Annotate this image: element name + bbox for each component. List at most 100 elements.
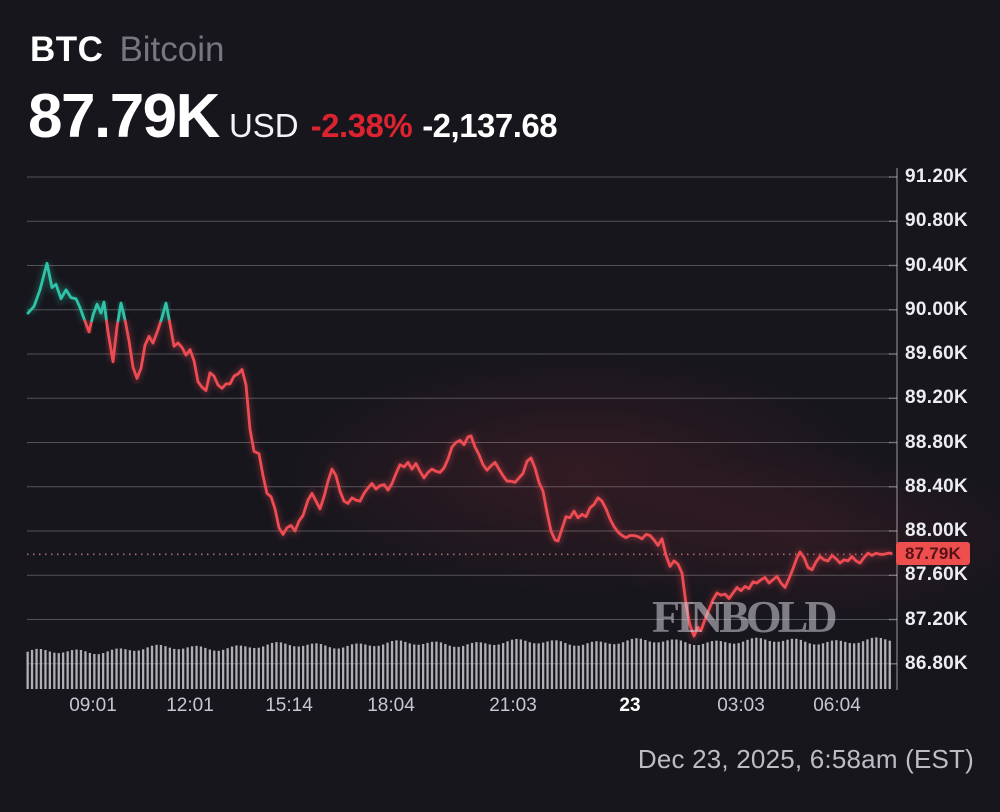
volume-bar: [39, 649, 43, 689]
volume-bar: [293, 646, 296, 689]
volume-bar: [688, 643, 691, 689]
volume-bar: [115, 648, 118, 689]
volume-bar: [581, 644, 585, 689]
volume-bar: [284, 643, 287, 689]
y-axis-label: 88.80K: [905, 431, 969, 453]
volume-bar: [426, 642, 429, 689]
volume-bar: [768, 641, 771, 689]
volume-bar: [195, 645, 198, 689]
price-line-down-segment: [123, 319, 163, 380]
volume-bar: [519, 639, 522, 689]
volume-bar: [857, 642, 860, 689]
volume-bar: [417, 644, 420, 689]
volume-bar: [253, 648, 256, 689]
volume-bar: [448, 645, 451, 689]
volume-bar: [444, 644, 447, 689]
volume-bar: [679, 640, 682, 689]
x-axis-label: 09:01: [69, 695, 117, 716]
volume-bar: [835, 640, 838, 689]
volume-bar: [119, 648, 123, 689]
volume-bar: [715, 640, 718, 689]
volume-bar: [497, 644, 500, 689]
symbol-row: BTC Bitcoin: [30, 30, 225, 70]
volume-bar: [386, 642, 389, 689]
volume-bar: [66, 651, 69, 689]
volume-bar: [199, 646, 203, 689]
volume-bar: [257, 647, 260, 689]
volume-bar: [848, 643, 851, 689]
volume-bar: [728, 643, 731, 689]
price-row: 87.79K USD -2.38% -2,137.68: [28, 86, 558, 148]
volume-bar: [70, 650, 74, 689]
volume-bar: [786, 639, 789, 689]
volume-bar: [142, 649, 145, 689]
y-axis-label: 86.80K: [905, 652, 969, 674]
price-line-up-segment: [90, 300, 108, 323]
volume-bar: [213, 650, 216, 689]
volume-bar: [248, 647, 251, 689]
symbol-ticker: BTC: [30, 30, 104, 69]
volume-bar: [506, 641, 509, 689]
volume-bar: [630, 638, 634, 689]
volume-bar: [528, 642, 531, 689]
volume-bar: [133, 650, 136, 689]
volume-bar: [839, 640, 842, 689]
volume-bar: [661, 641, 665, 689]
volume-bar: [244, 646, 247, 689]
volume-bar: [759, 638, 762, 689]
volume-bar: [599, 641, 602, 689]
volume-bar: [635, 638, 638, 689]
volume-bar: [262, 646, 265, 689]
volume-bar: [746, 639, 749, 689]
y-axis-label: 87.60K: [905, 564, 969, 586]
y-axis-label: 91.20K: [905, 166, 969, 187]
volume-bar: [844, 641, 847, 689]
volume-bar: [799, 639, 802, 689]
volume-bar: [204, 647, 207, 689]
price-change-absolute: -2,137.68: [422, 107, 558, 144]
price-line-down-segment: [83, 319, 94, 334]
volume-bar: [502, 643, 505, 689]
price-line-down-segment: [167, 319, 893, 638]
volume-bar: [484, 643, 487, 689]
volume-bar: [510, 639, 514, 689]
y-axis-label: 87.20K: [905, 608, 969, 630]
volume-bar: [773, 641, 776, 689]
volume-bar: [777, 641, 780, 689]
volume-bar: [297, 646, 300, 689]
volume-bar: [466, 644, 469, 689]
volume-bar: [470, 642, 474, 689]
volume-bar: [173, 648, 176, 689]
volume-bar: [279, 642, 283, 689]
volume-bar: [190, 646, 194, 689]
volume-bar: [515, 639, 518, 689]
volume-bar: [577, 645, 580, 689]
volume-bar: [888, 640, 891, 689]
volume-bar: [266, 644, 269, 689]
y-axis-label: 88.40K: [905, 475, 969, 497]
volume-bar: [146, 647, 149, 689]
volume-bar: [781, 640, 785, 689]
volume-bar: [306, 644, 309, 689]
volume-bar: [84, 651, 87, 689]
volume-bar: [568, 644, 571, 689]
y-axis-label: 89.20K: [905, 387, 969, 409]
volume-bar: [657, 642, 660, 689]
volume-bar: [621, 642, 625, 689]
volume-bar: [182, 648, 185, 689]
volume-bar: [817, 644, 820, 689]
volume-bar: [44, 650, 47, 689]
volume-bar: [475, 642, 478, 689]
volume-bar: [710, 641, 714, 689]
volume-bar: [390, 641, 394, 689]
volume-bar: [564, 642, 567, 689]
volume-bar: [870, 637, 874, 689]
volume-bar: [790, 638, 794, 689]
price-line-up-segment: [159, 301, 171, 323]
volume-bar: [217, 650, 220, 689]
volume-bar: [275, 642, 278, 689]
volume-bar: [670, 639, 674, 689]
volume-bar: [359, 643, 363, 689]
volume-bar: [542, 642, 545, 689]
